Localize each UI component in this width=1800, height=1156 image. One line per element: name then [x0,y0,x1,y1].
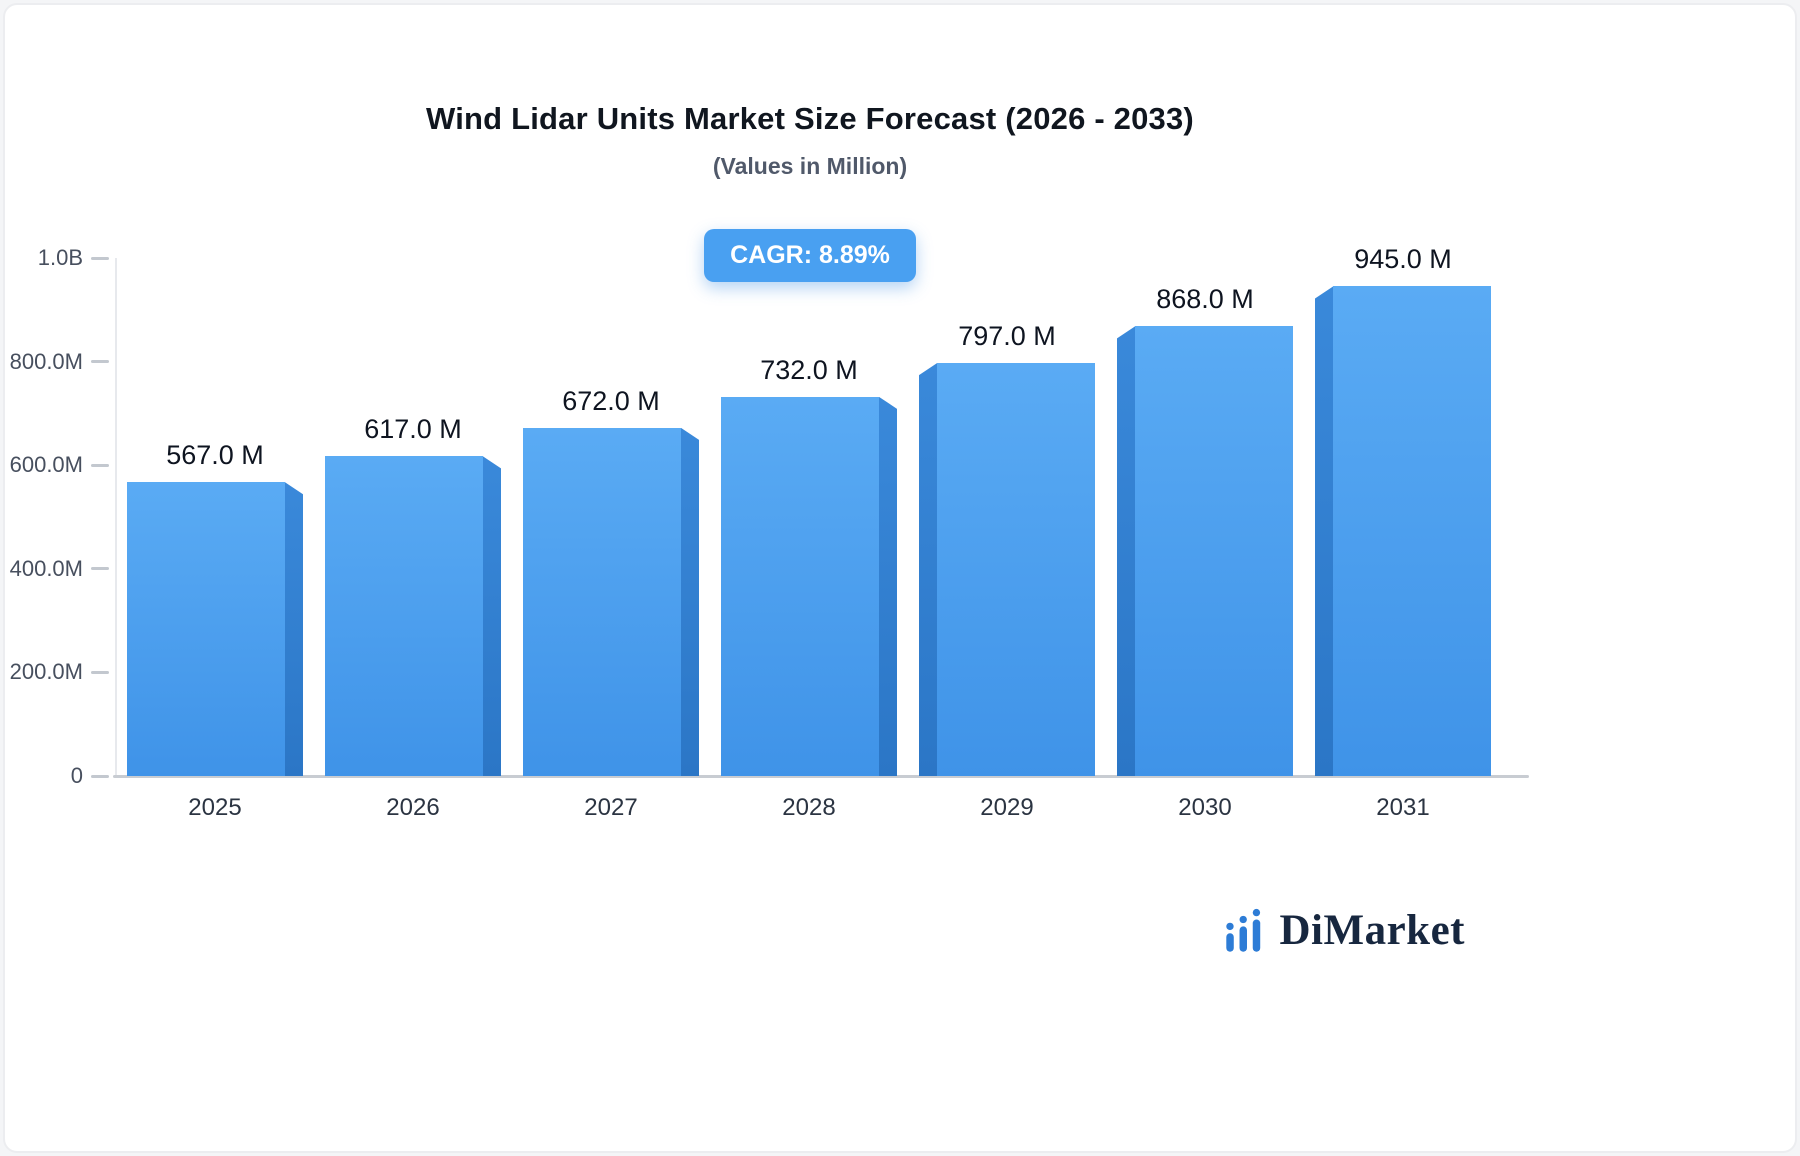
bar-value-label-2026: 617.0 M [364,414,462,445]
bar-face-2027 [523,427,681,776]
cagr-badge: CAGR: 8.89% [704,229,916,282]
x-axis-label-2025: 2025 [188,794,242,821]
x-axis-label-2026: 2026 [386,794,440,821]
y-axis-tick-mark [91,256,109,260]
x-axis-label-2029: 2029 [980,794,1034,821]
y-axis-tick-label: 1.0B [37,245,83,270]
bar-2025 [127,482,303,776]
y-axis-tick-mark [91,463,109,467]
bar-value-label-2031: 945.0 M [1354,244,1452,275]
chart-title: Wind Lidar Units Market Size Forecast (2… [426,101,1194,136]
bar-face-2025 [127,482,285,776]
y-axis-tick-mark [91,670,109,674]
bar-face-2028 [721,396,879,776]
bar-chart-plot-area: 0 200.0M 400.0M 600.0M 800.0M 1.0B 567.0 M 2025… [5,5,1795,1151]
y-axis-tick-label: 200.0M [9,659,83,685]
bar-face-2026 [325,456,483,776]
x-axis-label-2027: 2027 [584,794,638,821]
bar-side-2026 [483,456,501,776]
bar-side-2025 [285,482,303,776]
bar-face-2030 [1135,326,1293,776]
bar-side-2030 [1117,326,1135,776]
bar-value-label-2029: 797.0 M [958,321,1056,352]
y-axis-tick-label: 600.0M [9,452,83,478]
y-axis-tick-mark [91,774,109,778]
brand-logo: DiMarket [1224,906,1466,955]
y-axis-tick-mark [91,360,109,364]
bar-2031 [1315,286,1491,776]
chart-subtitle: (Values in Million) [712,153,908,179]
bar-side-2027 [681,427,699,776]
bar-value-label-2025: 567.0 M [166,440,264,471]
y-axis-tick-mark [91,567,109,571]
chart-card: Wind Lidar Units Market Size Forecast (2… [3,3,1797,1153]
x-axis-line [113,775,1529,778]
bar-2028 [721,396,897,776]
y-axis-tick-label: 800.0M [9,348,83,374]
bar-face-2031 [1333,286,1491,776]
bar-value-label-2027: 672.0 M [562,385,660,416]
bar-2030 [1117,326,1293,776]
brand-logo-text: DiMarket [1279,907,1465,954]
x-axis-label-2031: 2031 [1376,794,1430,821]
y-axis-line [115,258,117,776]
y-axis-tick-label: 0 [70,763,83,788]
bar-side-2029 [919,363,937,776]
x-axis-label-2028: 2028 [782,794,836,821]
bar-value-label-2030: 868.0 M [1156,284,1254,315]
bar-value-label-2028: 732.0 M [760,354,858,385]
bar-2026 [325,456,501,776]
bar-2029 [919,363,1095,776]
bar-face-2029 [937,363,1095,776]
cagr-badge-row: CAGR: 8.89% [5,229,1615,282]
bar-side-2031 [1315,286,1333,776]
bar-side-2028 [879,396,897,776]
y-axis-tick-label: 400.0M [9,555,83,581]
brand-logo-icon [1225,908,1260,952]
bar-2027 [523,427,699,776]
x-axis-label-2030: 2030 [1178,794,1232,821]
